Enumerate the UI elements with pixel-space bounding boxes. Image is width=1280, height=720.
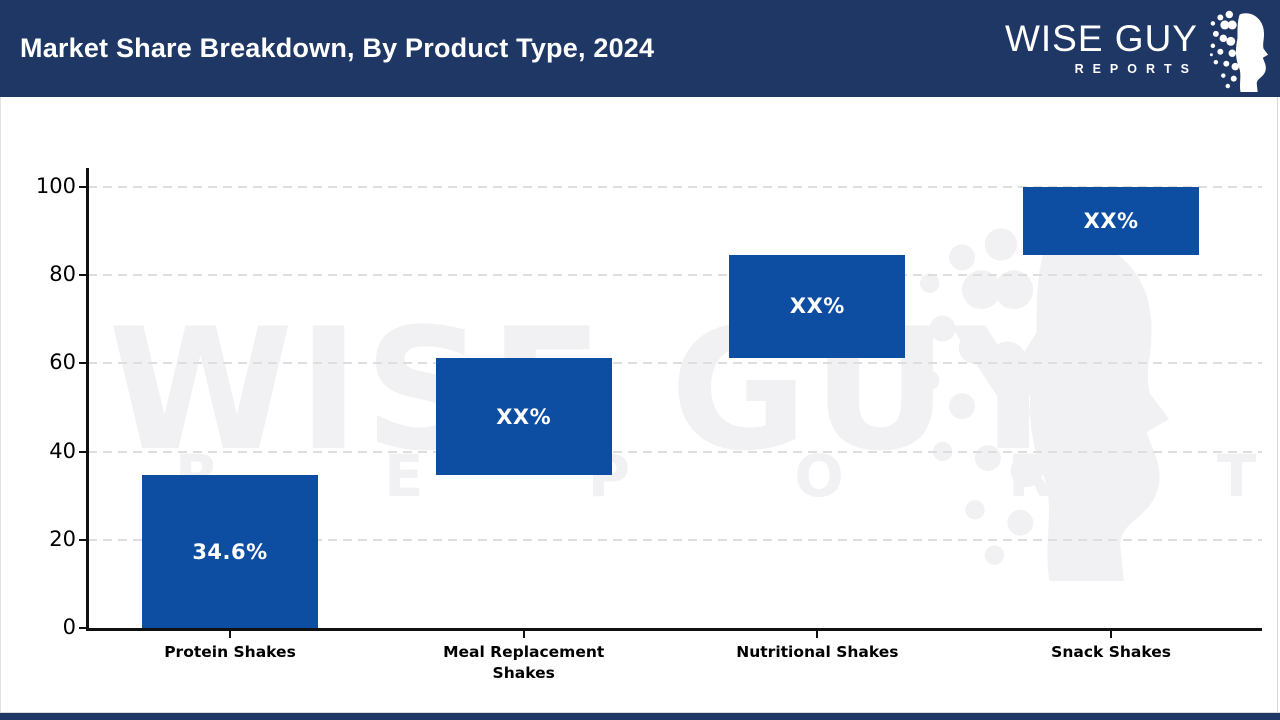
header-band: Market Share Breakdown, By Product Type,… — [0, 0, 1280, 97]
footer-band — [0, 713, 1280, 720]
y-tick-40 — [79, 450, 88, 453]
y-tick-60 — [79, 362, 88, 365]
x-tick-snack-shakes — [1110, 630, 1113, 638]
y-tick-label-80: 80 — [49, 262, 76, 287]
category-label-snack-shakes: Snack Shakes — [1051, 643, 1172, 661]
bar-meal-replacement-shakes: XX% — [435, 357, 612, 476]
y-tick-label-0: 0 — [62, 615, 76, 639]
bar-protein-shakes: 34.6% — [142, 475, 318, 628]
x-tick-protein-shakes — [229, 630, 231, 638]
brand-logo: WISE GUY REPORTS — [1004, 4, 1274, 94]
y-tick-100 — [79, 186, 88, 188]
bar-nutritional-shakes: XX% — [729, 254, 906, 358]
left-border-line — [0, 97, 1, 713]
bar-value-label-snack-shakes: XX% — [1083, 208, 1139, 233]
y-tick-0 — [79, 627, 88, 629]
y-tick-80 — [79, 274, 88, 277]
y-tick-label-100: 100 — [35, 174, 76, 198]
gridline-20 — [88, 538, 1262, 541]
chart-area: WISE GUY R E P O R T S 02040608010034.6%… — [0, 97, 1280, 713]
brand-subtitle: REPORTS — [1074, 61, 1198, 76]
bottom-border-line — [0, 712, 1280, 713]
bar-value-label-protein-shakes: 34.6% — [192, 539, 268, 564]
y-tick-label-20: 20 — [49, 526, 76, 551]
y-tick-20 — [79, 538, 88, 541]
right-border-line — [1277, 97, 1278, 713]
x-tick-nutritional-shakes — [816, 630, 819, 638]
brand-logo-text: WISE GUY REPORTS — [1004, 18, 1198, 76]
bar-snack-shakes: XX% — [1023, 187, 1200, 255]
category-label-nutritional-shakes: Nutritional Shakes — [736, 643, 899, 661]
x-axis-line — [86, 628, 1262, 631]
gridline-40 — [88, 450, 1262, 453]
x-tick-meal-replacement-shakes — [522, 630, 525, 638]
y-axis-line — [86, 168, 89, 630]
gridline-60 — [88, 362, 1262, 365]
bar-value-label-nutritional-shakes: XX% — [789, 294, 845, 319]
y-tick-label-40: 40 — [49, 438, 76, 463]
category-label-protein-shakes: Protein Shakes — [164, 643, 296, 661]
page-title: Market Share Breakdown, By Product Type,… — [20, 33, 655, 63]
y-tick-label-60: 60 — [49, 350, 76, 375]
bar-value-label-meal-replacement-shakes: XX% — [496, 404, 552, 429]
category-label-meal-replacement-shakes: Meal Replacement Shakes — [443, 643, 605, 682]
gridline-100 — [88, 186, 1262, 188]
watermark-head-icon — [916, 228, 1170, 581]
dotted-head-icon — [1209, 10, 1269, 92]
brand-name: WISE GUY — [1004, 18, 1198, 59]
gridline-80 — [88, 274, 1262, 277]
